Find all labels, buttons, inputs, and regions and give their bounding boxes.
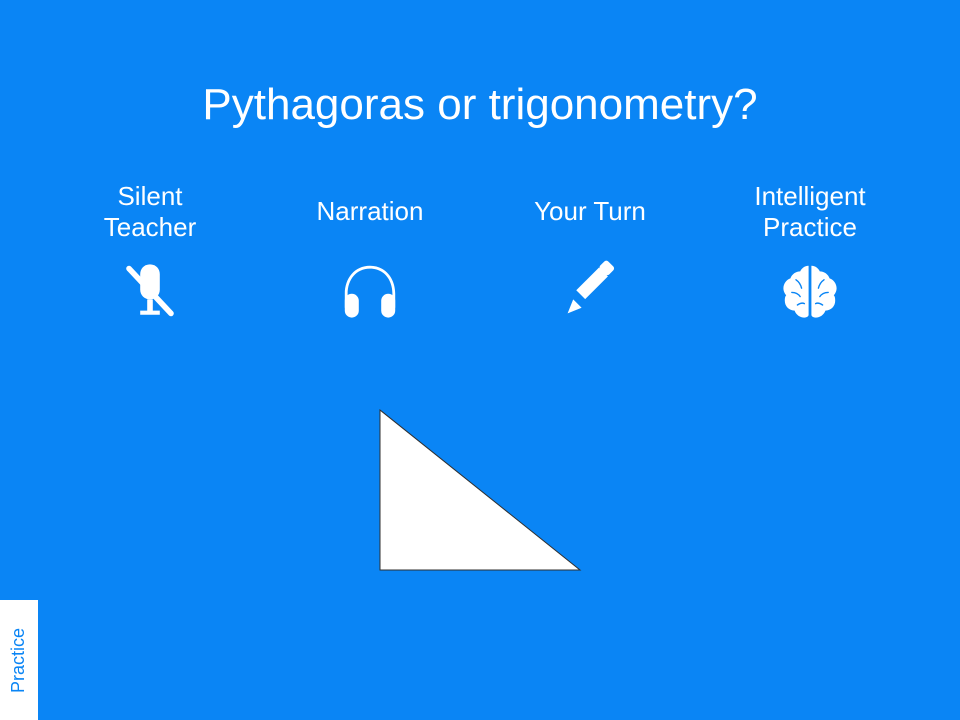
option-your-turn[interactable]: Your Turn xyxy=(490,180,690,326)
slide-title: Pythagoras or trigonometry? xyxy=(0,80,960,130)
pencil-icon xyxy=(555,256,625,326)
practice-tab[interactable]: Practice xyxy=(0,600,38,720)
right-triangle xyxy=(370,400,590,580)
mic-off-icon xyxy=(115,256,185,326)
option-intelligent-practice[interactable]: Intelligent Practice xyxy=(710,180,910,326)
practice-tab-label: Practice xyxy=(9,627,30,692)
option-silent-teacher[interactable]: Silent Teacher xyxy=(50,180,250,326)
option-narration[interactable]: Narration xyxy=(270,180,470,326)
headphones-icon xyxy=(335,256,405,326)
option-label: Your Turn xyxy=(534,180,646,244)
triangle-figure xyxy=(0,400,960,580)
options-row: Silent Teacher Narration xyxy=(0,180,960,326)
option-label: Intelligent Practice xyxy=(754,180,865,244)
option-label: Narration xyxy=(317,180,424,244)
brain-icon xyxy=(775,256,845,326)
slide: Pythagoras or trigonometry? Silent Teach… xyxy=(0,0,960,720)
option-label: Silent Teacher xyxy=(104,180,197,244)
